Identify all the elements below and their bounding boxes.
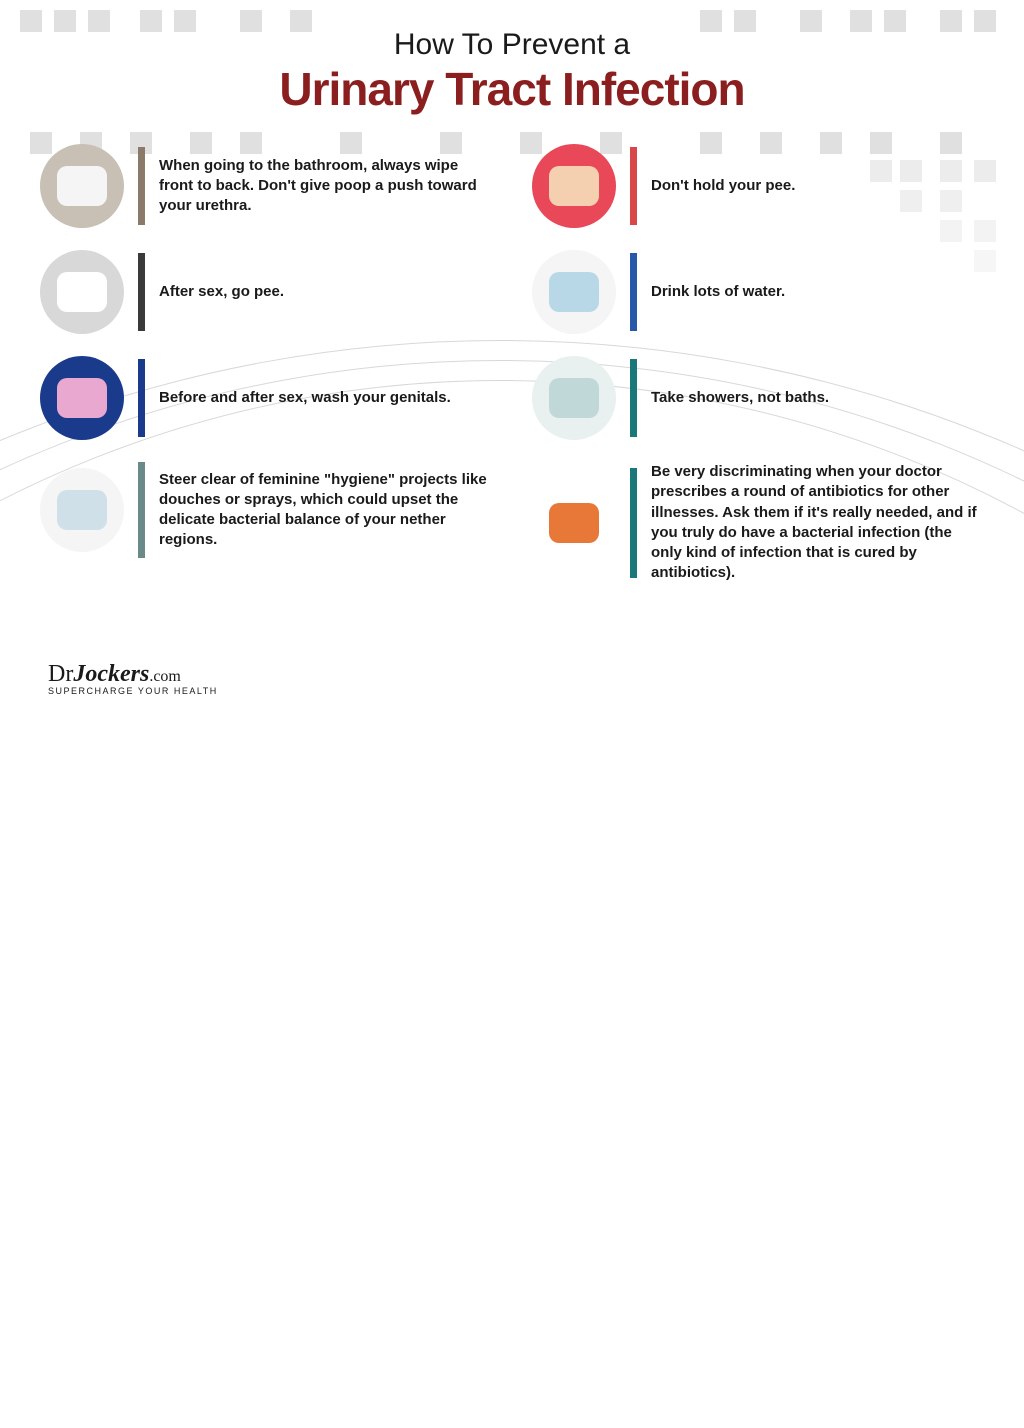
tip-icon-inner [549,503,599,543]
tip-item: Drink lots of water. [532,250,984,334]
tip-icon [532,144,616,228]
tip-icon [40,250,124,334]
title-line-2: Urinary Tract Infection [0,62,1024,116]
title-line-1: How To Prevent a [0,28,1024,62]
brand-logo-text: DrJockers.com [48,661,218,688]
tip-icon-inner [57,166,107,206]
tip-item: Be very discriminating when your doctor … [532,462,984,584]
tip-text: After sex, go pee. [159,282,284,302]
tip-icon [532,250,616,334]
tip-accent-bar [138,147,145,225]
tip-icon-inner [549,166,599,206]
tips-content: When going to the bathroom, always wipe … [0,116,1024,584]
tip-accent-bar [138,359,145,437]
tip-accent-bar [138,462,145,558]
tip-accent-bar [630,468,637,578]
tip-item: Steer clear of feminine "hygiene" projec… [40,462,492,558]
tip-icon [40,144,124,228]
tip-text: When going to the bathroom, always wipe … [159,156,492,217]
tip-item: Don't hold your pee. [532,144,984,228]
right-column: Don't hold your pee. Drink lots of water.… [532,144,984,584]
tip-accent-bar [630,147,637,225]
tip-text: Be very discriminating when your doctor … [651,462,984,584]
header: How To Prevent a Urinary Tract Infection [0,0,1024,116]
tip-accent-bar [630,253,637,331]
tip-item: Take showers, not baths. [532,356,984,440]
brand-tagline: SUPERCHARGE YOUR HEALTH [48,686,218,696]
tip-accent-bar [630,359,637,437]
tip-icon [532,356,616,440]
tip-text: Before and after sex, wash your genitals… [159,388,451,408]
tip-accent-bar [138,253,145,331]
tip-item: When going to the bathroom, always wipe … [40,144,492,228]
tip-icon-inner [549,378,599,418]
tip-icon [532,481,616,565]
tip-icon-inner [549,272,599,312]
tip-item: After sex, go pee. [40,250,492,334]
tip-icon-inner [57,490,107,530]
tip-item: Before and after sex, wash your genitals… [40,356,492,440]
tip-icon-inner [57,378,107,418]
left-column: When going to the bathroom, always wipe … [40,144,492,584]
tip-icon [40,468,124,552]
tip-icon [40,356,124,440]
tip-icon-inner [57,272,107,312]
tip-text: Don't hold your pee. [651,176,795,196]
footer-brand: DrJockers.com SUPERCHARGE YOUR HEALTH [48,661,218,696]
tip-text: Steer clear of feminine "hygiene" projec… [159,470,492,551]
tip-text: Take showers, not baths. [651,388,829,408]
tip-text: Drink lots of water. [651,282,785,302]
